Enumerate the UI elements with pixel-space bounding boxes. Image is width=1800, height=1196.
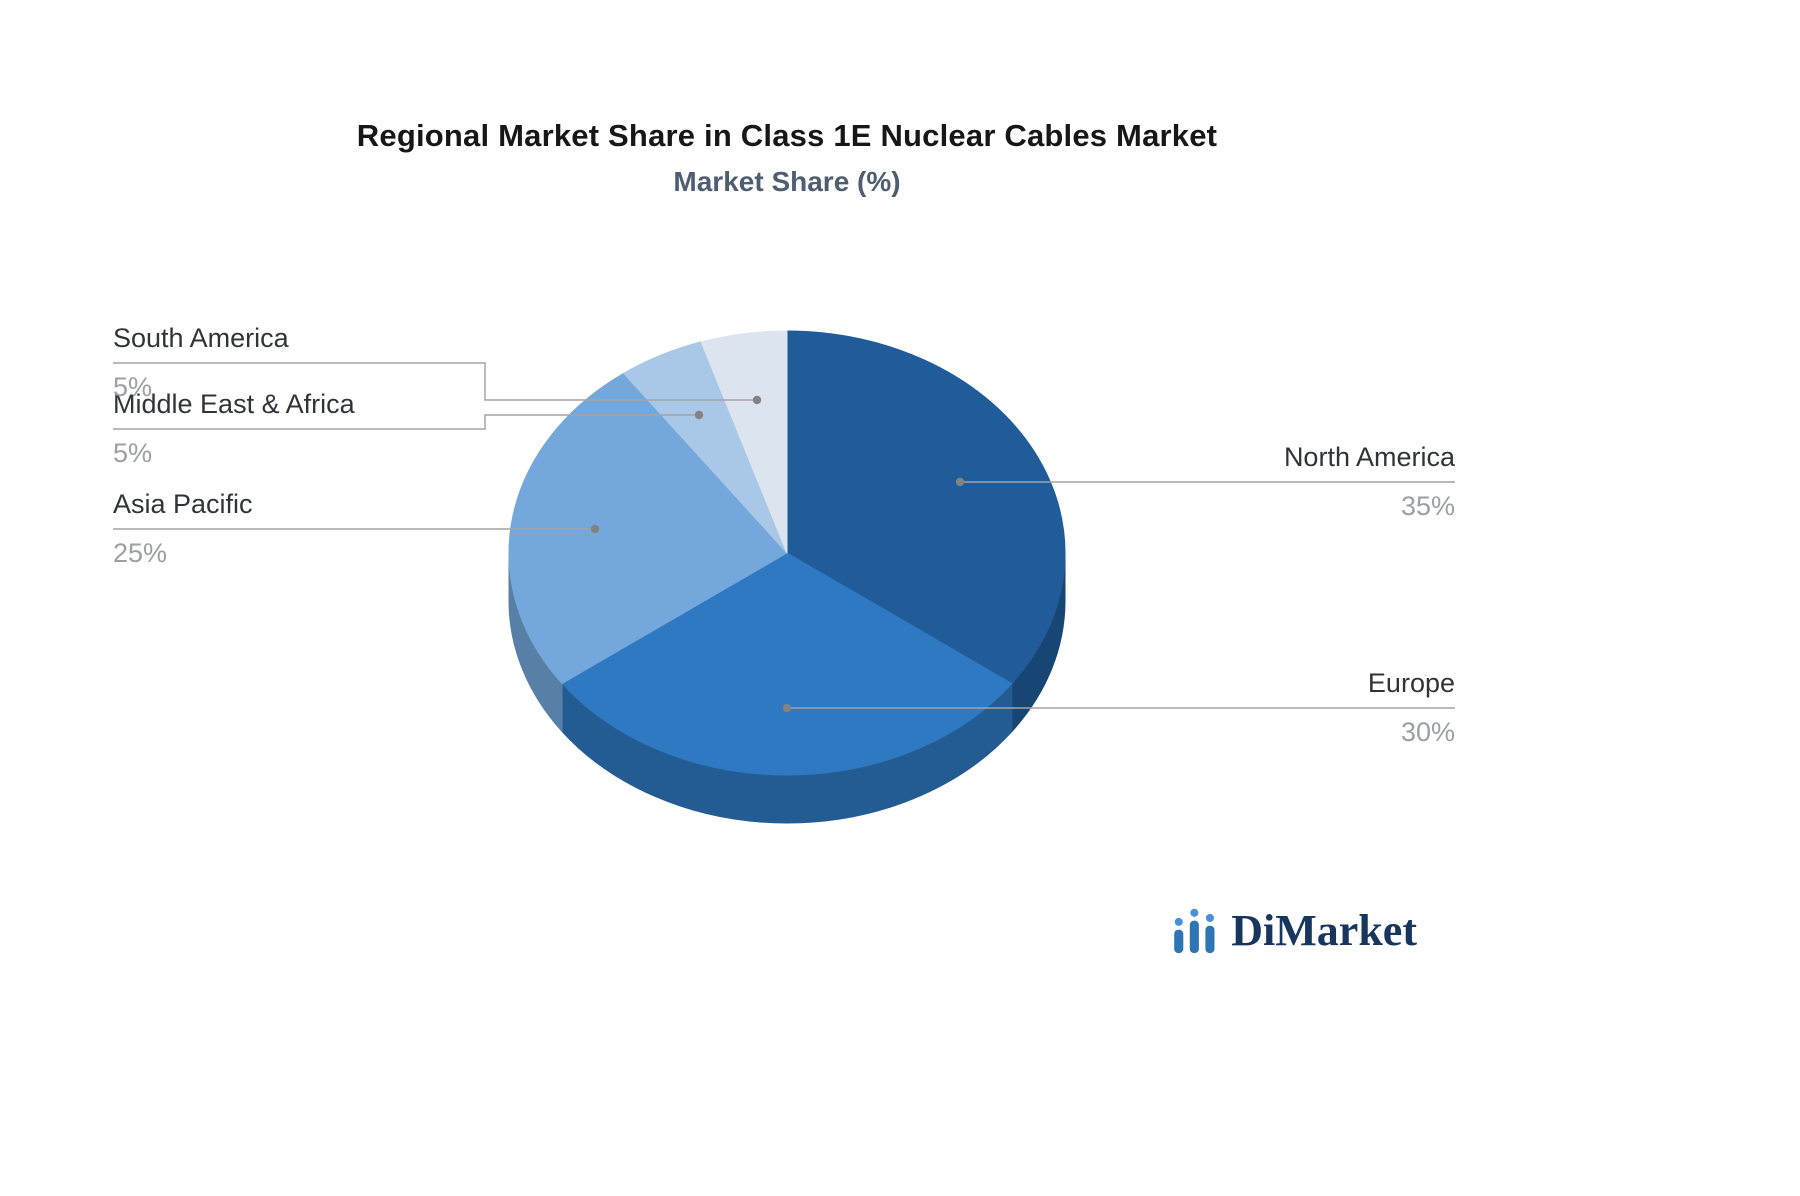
bar-chart-logo-icon bbox=[1174, 908, 1215, 954]
leader-dot-middle-east-africa bbox=[694, 410, 704, 420]
chart-subtitle: Market Share (%) bbox=[673, 166, 901, 197]
brand-logo: DiMarket bbox=[1170, 905, 1417, 957]
leader-line-middle-east-africa bbox=[113, 414, 699, 430]
brand-name: DiMarket bbox=[1231, 906, 1417, 955]
chart-title: Regional Market Share in Class 1E Nuclea… bbox=[356, 118, 1218, 153]
pie-slice-south-america[interactable] bbox=[700, 330, 788, 554]
leader-dot-asia-pacific bbox=[590, 524, 600, 534]
leader-line-south-america bbox=[113, 362, 757, 401]
leader-dot-south-america bbox=[752, 395, 762, 405]
pie-slice-europe[interactable] bbox=[561, 552, 1013, 776]
pie-slice-asia-pacific[interactable] bbox=[508, 372, 788, 685]
leader-dot-europe bbox=[782, 703, 792, 713]
leader-dot-north-america bbox=[955, 477, 965, 487]
pie-slice-north-america[interactable] bbox=[786, 330, 1066, 685]
